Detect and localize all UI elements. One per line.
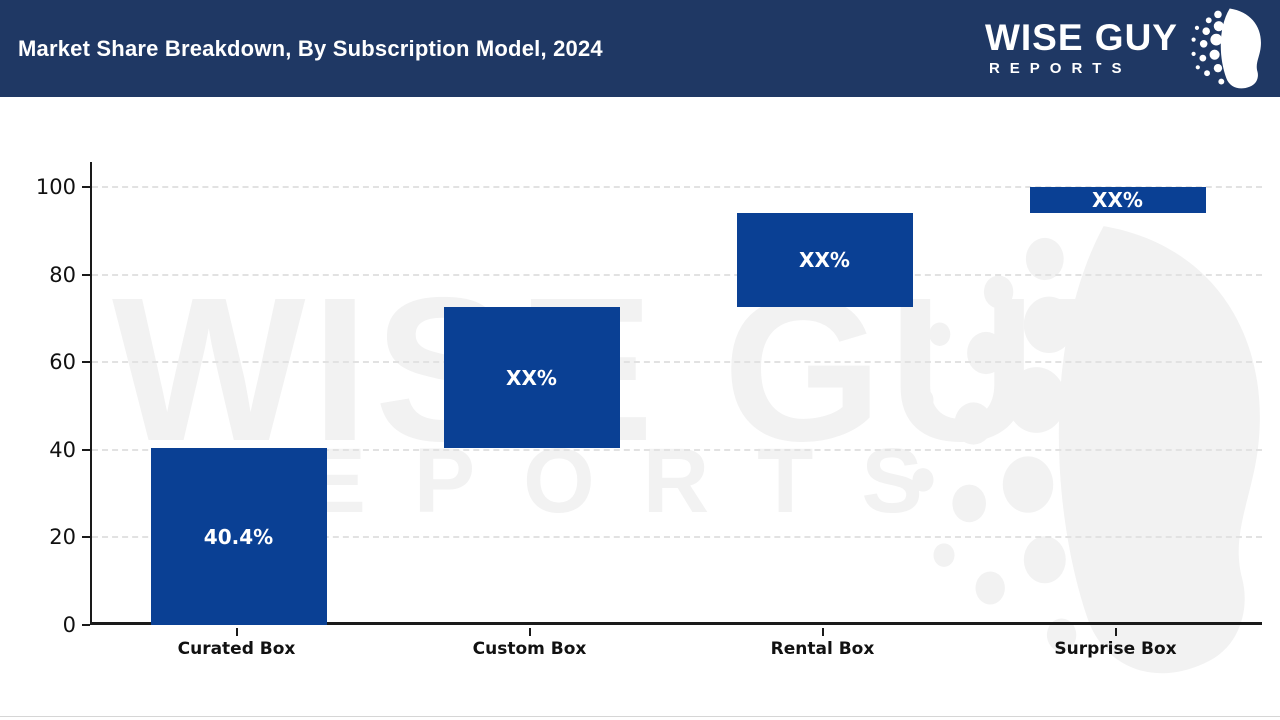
bar-value-label: XX% [799, 248, 850, 273]
bar-rental-box: XX% [736, 213, 913, 308]
y-tick-label: 40 [49, 437, 76, 462]
chart-area: WISE GUY REPORTS 40.4% XX% XX% XX% 0 20 40 60 8… [0, 97, 1280, 720]
x-tick-mark [821, 628, 824, 636]
bar-custom-box: XX% [443, 307, 620, 449]
header: Market Share Breakdown, By Subscription … [0, 0, 1280, 97]
y-tick-label: 60 [49, 350, 76, 375]
gridline [92, 361, 1262, 364]
y-tick-mark [82, 536, 90, 539]
x-category-label: Custom Box [472, 639, 587, 659]
plot: 40.4% XX% XX% XX% [90, 162, 1262, 625]
bar-value-label: XX% [1092, 188, 1143, 213]
logo-subtitle: REPORTS [988, 59, 1132, 77]
footer-divider [0, 716, 1280, 717]
gridline [92, 536, 1262, 539]
gridline [92, 273, 1262, 276]
wise-guy-logo: WISE GUY REPORTS [985, 6, 1266, 90]
gridline [92, 186, 1262, 188]
y-tick-label: 80 [49, 262, 76, 287]
x-category-label: Surprise Box [1054, 639, 1177, 659]
y-tick-mark [82, 624, 90, 626]
x-tick-mark [235, 628, 238, 636]
y-tick-label: 20 [49, 525, 76, 550]
y-tick-label: 100 [35, 175, 76, 199]
y-tick-mark [82, 186, 90, 188]
gridline [92, 448, 1262, 451]
y-tick-mark [82, 361, 90, 364]
x-tick-mark [528, 628, 531, 636]
x-tick-mark [1114, 628, 1117, 636]
bar-surprise-box: XX% [1029, 187, 1206, 214]
bar-value-label: 40.4% [203, 524, 274, 549]
y-tick-mark [82, 448, 90, 451]
bar-curated-box: 40.4% [150, 448, 327, 625]
logo-wordmark: WISE GUY [984, 17, 1178, 59]
x-category-label: Curated Box [177, 639, 296, 659]
y-tick-label: 0 [62, 613, 76, 637]
y-tick-mark [82, 273, 90, 276]
logo-text: WISE GUY REPORTS [984, 17, 1178, 77]
x-category-label: Rental Box [770, 639, 875, 659]
logo-face-icon [1191, 8, 1261, 89]
bar-value-label: XX% [506, 365, 557, 390]
page-title: Market Share Breakdown, By Subscription … [18, 35, 603, 61]
